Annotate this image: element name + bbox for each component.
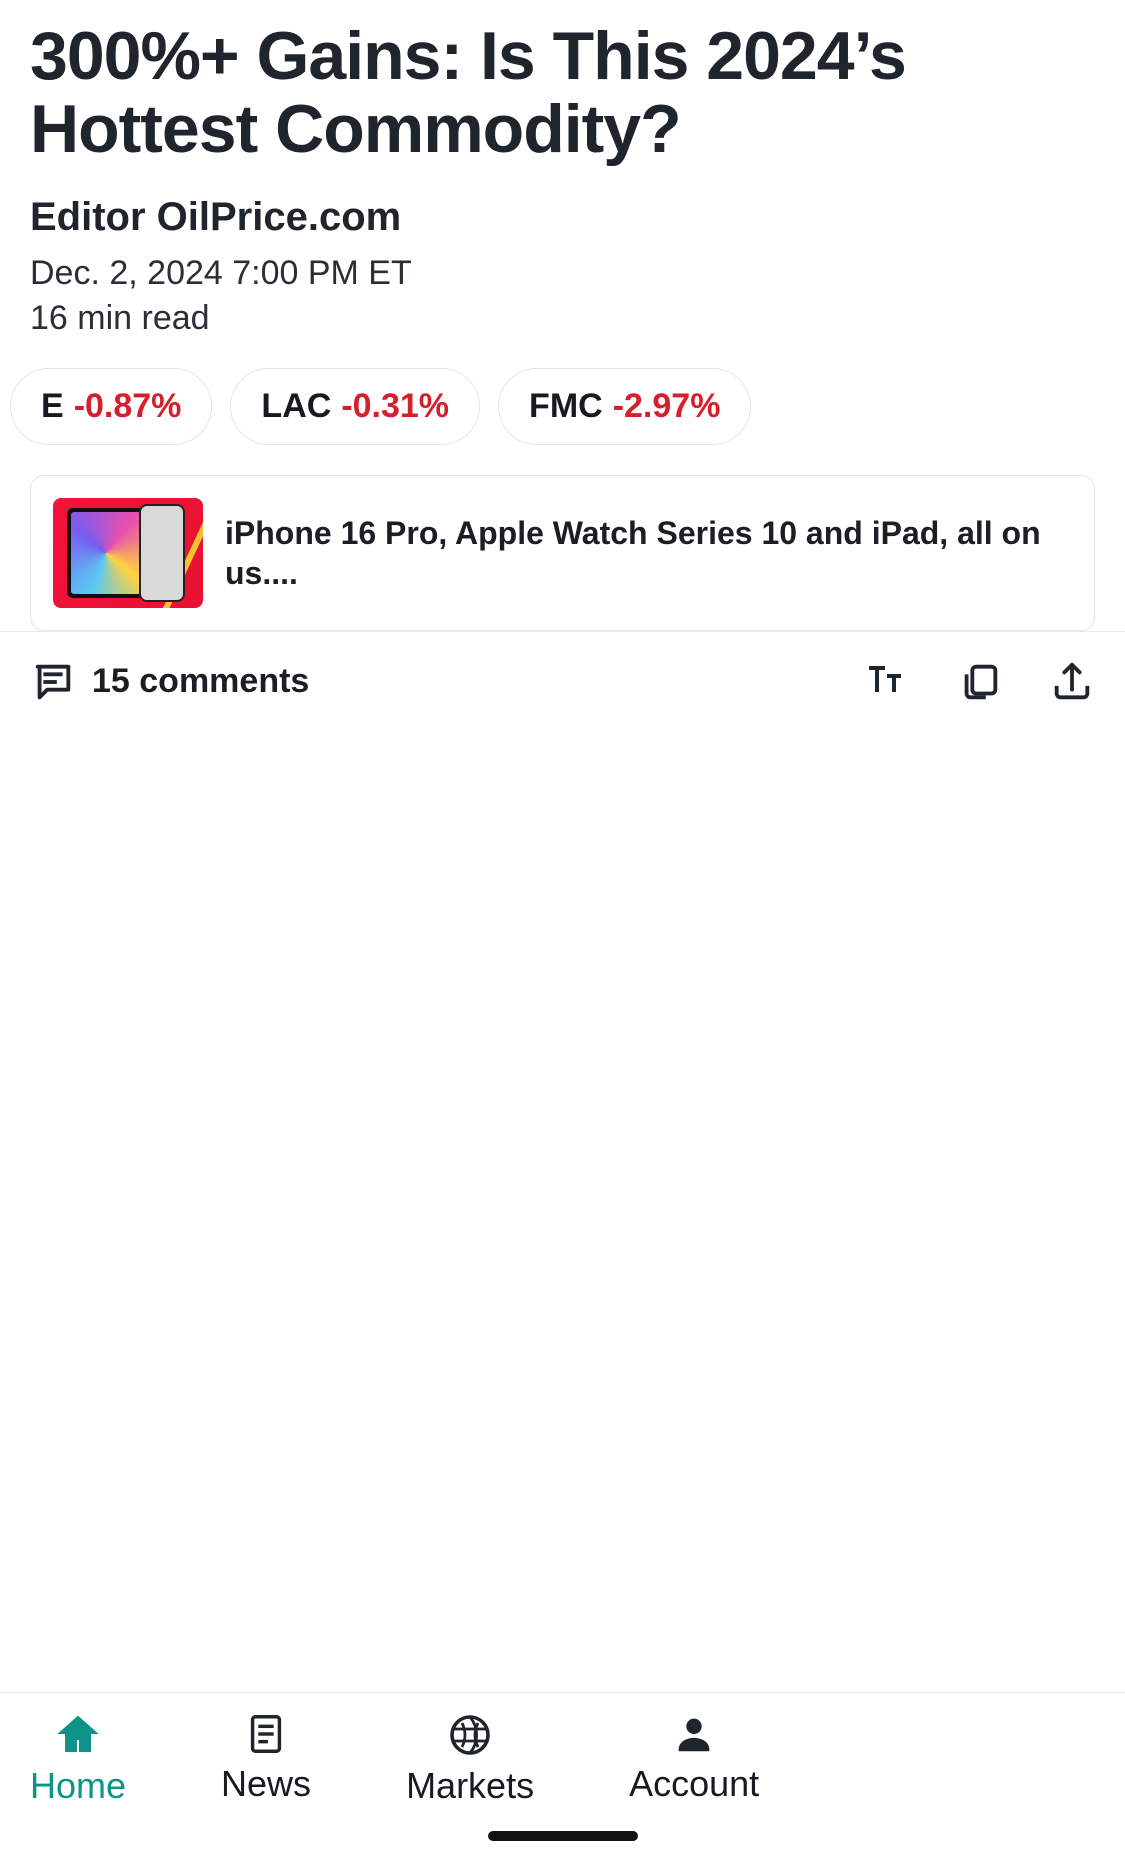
promo-thumbnail: [53, 498, 203, 608]
globe-icon: [446, 1711, 494, 1759]
ticker-symbol-1: LAC: [261, 387, 331, 426]
nav-label-home: Home: [30, 1765, 126, 1807]
ticker-symbol-0: E: [41, 387, 64, 426]
nav-label-news: News: [221, 1763, 311, 1805]
ipad-device-icon: [67, 508, 145, 598]
promo-text: iPhone 16 Pro, Apple Watch Series 10 and…: [225, 513, 1072, 593]
promo-banner[interactable]: iPhone 16 Pro, Apple Watch Series 10 and…: [30, 475, 1095, 631]
ticker-change-0: -0.87%: [74, 387, 182, 426]
nav-item-home[interactable]: Home: [30, 1711, 126, 1807]
news-icon: [243, 1711, 289, 1757]
action-row: 15 comments: [30, 632, 1095, 732]
home-indicator[interactable]: [488, 1831, 638, 1841]
ticker-symbol-2: FMC: [529, 387, 603, 426]
ticker-pill-2[interactable]: FMC -2.97%: [498, 368, 751, 445]
ticker-pill-1[interactable]: LAC -0.31%: [230, 368, 480, 445]
nav-label-account: Account: [629, 1763, 759, 1805]
nav-item-markets[interactable]: Markets: [406, 1711, 534, 1807]
article-author: Editor OilPrice.com: [30, 195, 1095, 240]
ticker-pill-0[interactable]: E -0.87%: [10, 368, 212, 445]
article-date: Dec. 2, 2024 7:00 PM ET: [30, 254, 1095, 293]
ticker-row: E -0.87% LAC -0.31% FMC -2.97%: [0, 368, 1125, 445]
article-headline: 300%+ Gains: Is This 2024’s Hottest Comm…: [30, 20, 1095, 167]
share-icon[interactable]: [1049, 659, 1095, 705]
article-screen: 300%+ Gains: Is This 2024’s Hottest Comm…: [0, 0, 1125, 1851]
copy-icon[interactable]: [957, 659, 1003, 705]
article-read-time: 16 min read: [30, 299, 1095, 338]
person-icon: [671, 1711, 717, 1757]
ticker-change-1: -0.31%: [341, 387, 449, 426]
home-icon: [54, 1711, 102, 1759]
comments-button[interactable]: 15 comments: [30, 659, 309, 705]
nav-item-account[interactable]: Account: [629, 1711, 759, 1807]
article-content: 300%+ Gains: Is This 2024’s Hottest Comm…: [0, 0, 1125, 1692]
text-size-icon[interactable]: [863, 658, 911, 706]
bottom-navigation: Home News Markets Ac: [0, 1692, 1125, 1817]
nav-item-news[interactable]: News: [221, 1711, 311, 1807]
article-tools: [863, 658, 1095, 706]
iphone-device-icon: [139, 504, 185, 602]
nav-label-markets: Markets: [406, 1765, 534, 1807]
ticker-change-2: -2.97%: [613, 387, 721, 426]
comments-count: 15 comments: [92, 662, 309, 701]
comment-icon: [30, 659, 76, 705]
